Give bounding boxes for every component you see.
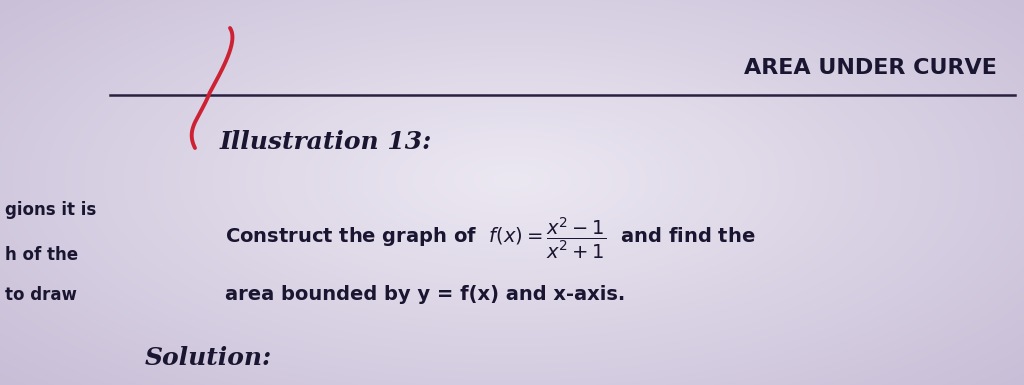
Text: area bounded by y = f(x) and x-axis.: area bounded by y = f(x) and x-axis.: [225, 286, 626, 305]
Text: gions it is: gions it is: [5, 201, 96, 219]
Text: to draw: to draw: [5, 286, 77, 304]
Text: Construct the graph of  $f(x)=\dfrac{x^2-1}{x^2+1}$  and find the: Construct the graph of $f(x)=\dfrac{x^2-…: [225, 215, 756, 261]
Text: h of the: h of the: [5, 246, 78, 264]
Text: Solution:: Solution:: [145, 346, 272, 370]
Text: Illustration 13:: Illustration 13:: [220, 130, 432, 154]
Text: AREA UNDER CURVE: AREA UNDER CURVE: [743, 58, 996, 78]
